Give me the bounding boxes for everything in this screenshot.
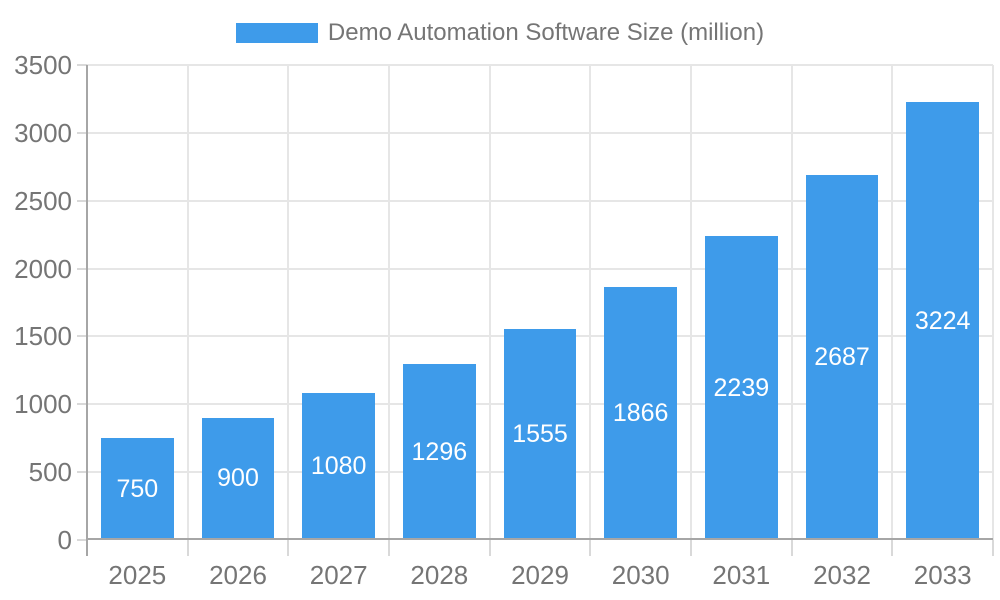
y-tick bbox=[77, 199, 87, 202]
bar-value-label: 1296 bbox=[411, 437, 468, 466]
x-axis-label: 2032 bbox=[813, 560, 871, 590]
y-tick bbox=[77, 64, 87, 66]
bar-2030: 1866 bbox=[604, 286, 677, 540]
y-gridline bbox=[87, 199, 993, 202]
bar-2027: 1080 bbox=[302, 393, 375, 540]
bar-2031: 2239 bbox=[705, 236, 778, 540]
y-gridline bbox=[87, 267, 993, 270]
bar-value-label: 900 bbox=[217, 464, 259, 493]
x-gridline bbox=[992, 65, 994, 540]
x-tick bbox=[992, 540, 994, 556]
y-axis-label: 0 bbox=[57, 525, 72, 555]
x-axis-line bbox=[87, 538, 993, 540]
legend-label: Demo Automation Software Size (million) bbox=[327, 19, 765, 46]
bar-2025: 750 bbox=[101, 438, 174, 540]
bar-value-label: 2687 bbox=[814, 343, 870, 372]
y-tick bbox=[77, 471, 87, 474]
bar-value-label: 1866 bbox=[612, 398, 669, 427]
x-gridline bbox=[388, 65, 390, 540]
y-axis-label: 2000 bbox=[14, 253, 72, 284]
y-axis-label: 1000 bbox=[14, 389, 72, 420]
y-tick bbox=[77, 267, 87, 270]
x-axis-label: 2028 bbox=[410, 560, 469, 590]
x-axis-label: 2029 bbox=[511, 560, 569, 590]
x-axis-label: 2027 bbox=[309, 560, 368, 590]
y-tick bbox=[77, 403, 87, 406]
x-axis-label: 2031 bbox=[712, 560, 771, 590]
y-axis-label: 2500 bbox=[14, 185, 72, 216]
bar-2028: 1296 bbox=[403, 364, 476, 540]
bar-value-label: 2239 bbox=[713, 373, 770, 402]
y-tick bbox=[77, 335, 87, 338]
x-axis-label: 2026 bbox=[209, 560, 267, 590]
y-axis-label: 1500 bbox=[14, 321, 72, 352]
x-axis-label: 2033 bbox=[913, 560, 972, 590]
x-gridline bbox=[891, 65, 894, 540]
x-tick bbox=[690, 540, 692, 556]
bar-value-label: 3224 bbox=[914, 306, 971, 335]
y-axis-label: 500 bbox=[28, 457, 72, 488]
x-tick bbox=[388, 540, 390, 556]
bar-2029: 1555 bbox=[503, 328, 577, 540]
bar-value-label: 750 bbox=[116, 474, 159, 503]
bar-value-label: 1555 bbox=[512, 419, 568, 448]
x-axis-label: 2025 bbox=[108, 560, 167, 590]
x-tick bbox=[488, 540, 491, 556]
x-tick bbox=[589, 540, 592, 556]
bar-value-label: 1080 bbox=[310, 452, 367, 481]
x-gridline bbox=[790, 65, 793, 540]
bar-2033: 3224 bbox=[906, 102, 979, 540]
bar-2026: 900 bbox=[201, 417, 275, 540]
y-tick bbox=[77, 131, 87, 134]
legend-swatch bbox=[235, 23, 318, 43]
x-gridline bbox=[186, 65, 189, 540]
x-gridline bbox=[589, 65, 592, 540]
y-axis-label: 3000 bbox=[14, 117, 72, 148]
x-gridline bbox=[287, 65, 290, 540]
x-tick bbox=[790, 540, 793, 556]
y-axis-label: 3500 bbox=[14, 50, 72, 80]
plot-area: 750 900 1080 1296 1555 1866 2239 2687 3224 bbox=[77, 64, 994, 556]
x-tick bbox=[186, 540, 189, 556]
y-axis-line bbox=[86, 65, 88, 556]
y-tick bbox=[77, 539, 87, 541]
x-gridline bbox=[488, 65, 491, 540]
y-gridline bbox=[87, 64, 993, 66]
bar-2032: 2687 bbox=[805, 175, 879, 540]
y-gridline bbox=[87, 131, 993, 134]
x-tick bbox=[287, 540, 290, 556]
x-tick bbox=[891, 540, 894, 556]
chart-legend[interactable]: Demo Automation Software Size (million) bbox=[0, 21, 1000, 45]
x-gridline bbox=[690, 65, 692, 540]
x-axis-label: 2030 bbox=[611, 560, 670, 590]
